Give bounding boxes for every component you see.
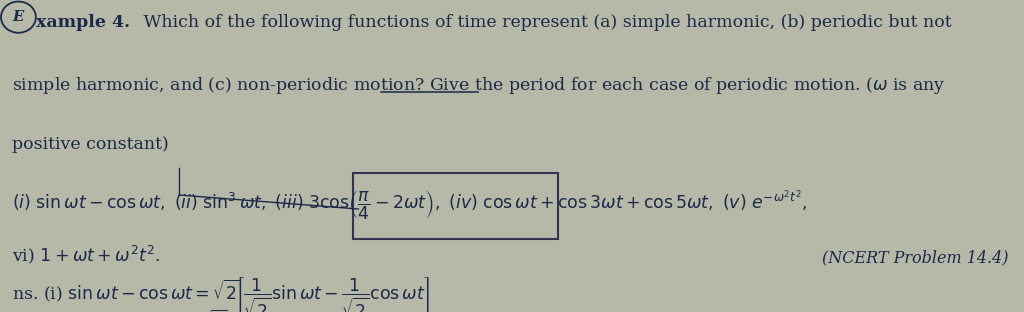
Text: vi) $1 + \omega t + \omega^2 t^2$.: vi) $1 + \omega t + \omega^2 t^2$. xyxy=(12,243,161,266)
Text: $= \sqrt{2}\!\left[\sin\omega t\cos\pi/4 - \cos\omega t\sin\pi/4\right]$: $= \sqrt{2}\!\left[\sin\omega t\cos\pi/4… xyxy=(179,307,476,312)
Text: positive constant): positive constant) xyxy=(12,136,169,153)
Text: E: E xyxy=(13,10,24,24)
Text: ns. (i) $\sin\omega t - \cos\omega t = \sqrt{2}\!\left[\dfrac{1}{\sqrt{2}}\sin\o: ns. (i) $\sin\omega t - \cos\omega t = \… xyxy=(12,276,430,312)
Text: $(i)$ $\sin\omega t - \cos\omega t,$ $(ii)$ $\sin^3\omega t,$ $(iii)$ $3\cos\!\l: $(i)$ $\sin\omega t - \cos\omega t,$ $(i… xyxy=(12,189,808,223)
Text: Which of the following functions of time represent (a) simple harmonic, (b) peri: Which of the following functions of time… xyxy=(138,14,952,31)
Text: (NCERT Problem 14.4): (NCERT Problem 14.4) xyxy=(822,250,1009,266)
Text: simple harmonic, and (c) non-periodic motion? Give the period for each case of p: simple harmonic, and (c) non-periodic mo… xyxy=(12,75,946,96)
Text: xample 4.: xample 4. xyxy=(36,14,130,31)
